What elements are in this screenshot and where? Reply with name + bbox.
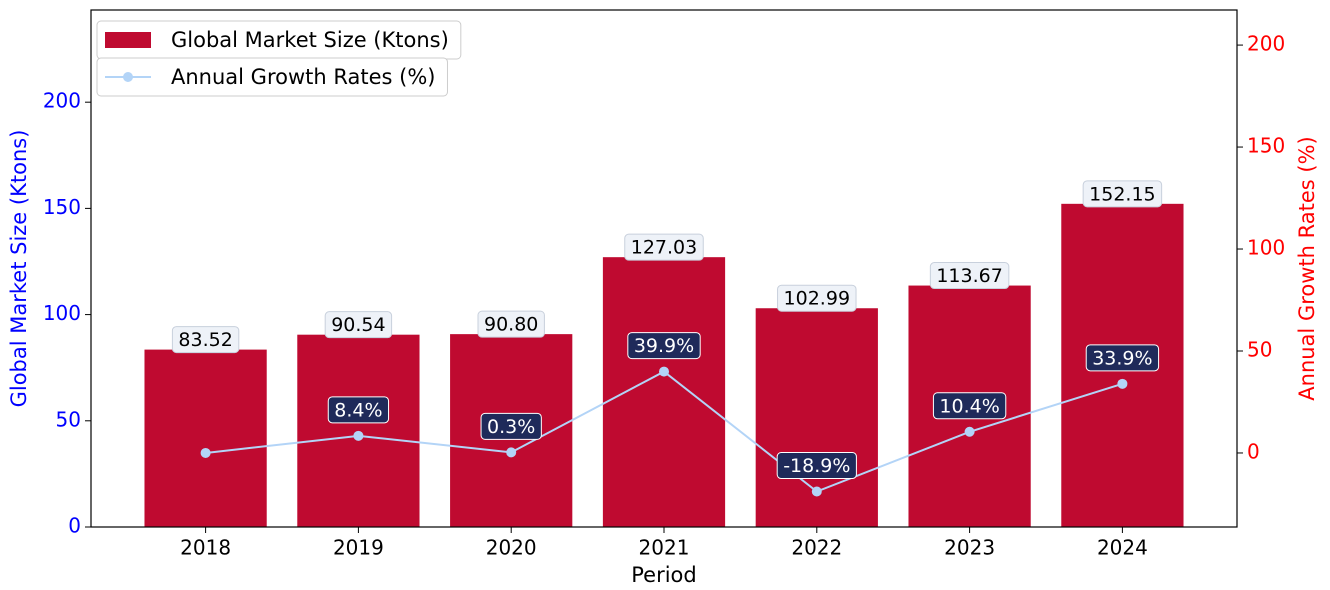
growth-point — [811, 486, 822, 497]
legend-marker — [123, 72, 133, 82]
data-label-box — [776, 452, 857, 480]
y2-tick-label: 0 — [1247, 439, 1260, 463]
x-axis-title: Period — [631, 563, 696, 587]
data-label-box — [929, 262, 1010, 290]
data-label-text: 90.54 — [331, 314, 385, 336]
data-label: -18.9% — [776, 452, 857, 480]
growth-point — [353, 430, 364, 441]
data-label-text: 90.80 — [484, 314, 538, 336]
growth-point — [964, 426, 975, 437]
growth-point — [659, 366, 669, 377]
x-tick-label: 2019 — [333, 536, 384, 560]
y2-tick-label: 150 — [1247, 134, 1285, 158]
data-label-text: 102.99 — [784, 288, 850, 310]
x-tick-label: 2018 — [180, 536, 231, 560]
x-tick-label: 2022 — [791, 536, 842, 560]
x-tick-label: 2021 — [639, 536, 690, 560]
data-label: 10.4% — [932, 392, 1007, 420]
data-label-box — [1085, 344, 1160, 372]
data-label: 90.80 — [477, 310, 545, 338]
x-tick-label: 2024 — [1097, 536, 1148, 560]
legend-swatch — [105, 32, 151, 48]
data-label-box — [480, 412, 542, 440]
y-axis-title: Global Market Size (Ktons) — [7, 130, 31, 408]
y2-tick-label: 50 — [1247, 337, 1272, 361]
data-label-text: 83.52 — [178, 329, 232, 351]
data-label: 90.54 — [324, 311, 393, 339]
data-label: 0.3% — [480, 412, 542, 440]
x-tick-label: 2023 — [944, 536, 995, 560]
y-tick-label: 150 — [43, 195, 81, 219]
y2-tick-label: 100 — [1247, 236, 1285, 260]
y-tick-label: 200 — [43, 89, 81, 113]
y-tick-label: 100 — [43, 301, 81, 325]
data-label-box — [171, 326, 240, 354]
x-tick-label: 2020 — [486, 536, 537, 560]
growth-point — [200, 447, 211, 458]
legend-box — [96, 57, 448, 97]
growth-point — [1117, 378, 1128, 389]
data-label-text: 0.3% — [487, 416, 535, 438]
data-label-box — [777, 284, 857, 312]
data-label-box — [327, 396, 390, 424]
bar — [144, 349, 267, 527]
y2-tick-label: 200 — [1247, 32, 1285, 56]
data-label: 127.03 — [624, 233, 704, 261]
data-label-box — [1082, 180, 1163, 208]
growth-point — [506, 447, 517, 458]
y-tick-label: 50 — [56, 407, 81, 431]
data-label: 39.9% — [627, 332, 701, 360]
data-label: 33.9% — [1085, 344, 1160, 372]
y-tick-label: 0 — [68, 514, 81, 538]
data-label: 152.15 — [1082, 180, 1163, 208]
data-label-box — [932, 392, 1007, 420]
legend-label: Annual Growth Rates (%) — [171, 65, 435, 89]
data-label-box — [627, 332, 701, 360]
data-label: 113.67 — [929, 262, 1010, 290]
data-label-text: 39.9% — [634, 335, 694, 357]
data-label: 8.4% — [327, 396, 390, 424]
data-label-text: 127.03 — [631, 237, 697, 259]
legend-item: Global Market Size (Ktons) — [96, 20, 462, 60]
data-label-box — [477, 310, 545, 338]
legend-label: Global Market Size (Ktons) — [171, 28, 449, 52]
data-label-text: 33.9% — [1092, 347, 1152, 369]
data-label: 83.52 — [171, 326, 240, 354]
data-label-box — [324, 311, 393, 339]
bar — [602, 257, 726, 527]
data-label: 102.99 — [777, 284, 857, 312]
data-label-text: 10.4% — [939, 395, 999, 417]
data-label-text: -18.9% — [783, 455, 850, 477]
y2-axis-title: Annual Growth Rates (%) — [1295, 136, 1319, 400]
data-label-text: 113.67 — [936, 265, 1002, 287]
legend-item: Annual Growth Rates (%) — [96, 57, 448, 97]
data-label-text: 152.15 — [1089, 183, 1155, 205]
data-label-box — [624, 233, 704, 261]
data-label-text: 8.4% — [334, 399, 382, 421]
